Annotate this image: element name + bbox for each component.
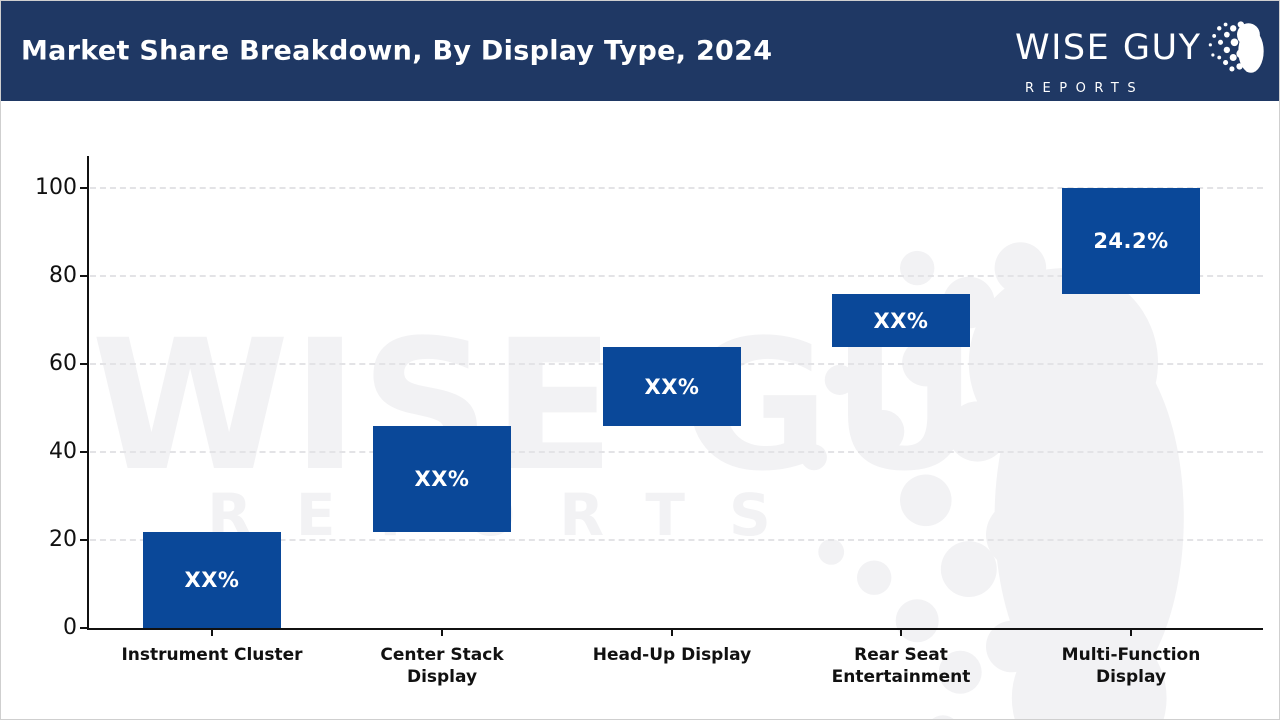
y-tick-label: 40 bbox=[49, 439, 77, 464]
bar-segment: XX% bbox=[832, 294, 970, 348]
category-label-line: Display bbox=[406, 667, 478, 688]
logo-row: WISE GUY bbox=[1015, 7, 1267, 89]
gridline bbox=[90, 451, 1263, 453]
y-tick-label: 20 bbox=[49, 527, 77, 552]
plot: 0 20 40 60 80 100 XX% XX% XX% XX% 24.2% Instrument … bbox=[1, 101, 1279, 719]
category-label: Center Stack Display bbox=[327, 644, 557, 688]
logo: WISE GUY REPORTS bbox=[1015, 7, 1267, 96]
x-tick bbox=[211, 628, 213, 636]
category-label-line: Multi-Function bbox=[1061, 645, 1201, 665]
x-axis-line bbox=[87, 628, 1263, 630]
y-tick bbox=[80, 627, 88, 629]
x-tick bbox=[671, 628, 673, 636]
category-label-line: Instrument Cluster bbox=[121, 645, 303, 665]
category-label-line: Entertainment bbox=[831, 667, 971, 688]
y-tick-label: 100 bbox=[35, 175, 77, 200]
page-title: Market Share Breakdown, By Display Type,… bbox=[21, 35, 773, 67]
category-label: Rear Seat Entertainment bbox=[786, 644, 1016, 688]
bar-value-label: 24.2% bbox=[1093, 229, 1169, 254]
x-tick bbox=[441, 628, 443, 636]
bar-segment: XX% bbox=[143, 532, 281, 628]
y-tick-label: 80 bbox=[49, 263, 77, 288]
category-label-line: Head-Up Display bbox=[592, 645, 752, 665]
logo-subtitle: REPORTS bbox=[1025, 81, 1145, 96]
y-tick-label: 60 bbox=[49, 351, 77, 376]
y-tick bbox=[80, 451, 88, 453]
y-tick-label: 0 bbox=[63, 615, 77, 640]
bar-value-label: XX% bbox=[184, 568, 240, 593]
bar-value-label: XX% bbox=[873, 308, 929, 333]
y-tick bbox=[80, 539, 88, 541]
chart-area: WISE GUY REPORTS 0 20 40 60 80 100 XX% XX% XX% XX… bbox=[1, 101, 1279, 719]
y-axis-line bbox=[87, 156, 89, 630]
bar-value-label: XX% bbox=[644, 374, 700, 399]
y-tick bbox=[80, 187, 88, 189]
category-label: Instrument Cluster bbox=[97, 644, 327, 666]
bar-segment: XX% bbox=[603, 347, 741, 427]
category-label-line: Center Stack bbox=[380, 645, 504, 665]
bar-segment: XX% bbox=[373, 426, 511, 533]
gridline bbox=[90, 187, 1263, 189]
bar-value-label: XX% bbox=[414, 467, 470, 492]
category-label-line: Display bbox=[1095, 667, 1167, 688]
logo-wordmark: WISE GUY bbox=[1015, 27, 1202, 68]
category-label: Multi-Function Display bbox=[1016, 644, 1246, 688]
bar-segment: 24.2% bbox=[1062, 188, 1200, 295]
gridline bbox=[90, 275, 1263, 277]
y-tick bbox=[80, 363, 88, 365]
gridline bbox=[90, 539, 1263, 541]
category-label-line: Rear Seat bbox=[854, 645, 948, 665]
header: Market Share Breakdown, By Display Type,… bbox=[1, 1, 1279, 101]
y-tick bbox=[80, 275, 88, 277]
logo-face-icon bbox=[1208, 21, 1264, 73]
category-label: Head-Up Display bbox=[557, 644, 787, 666]
